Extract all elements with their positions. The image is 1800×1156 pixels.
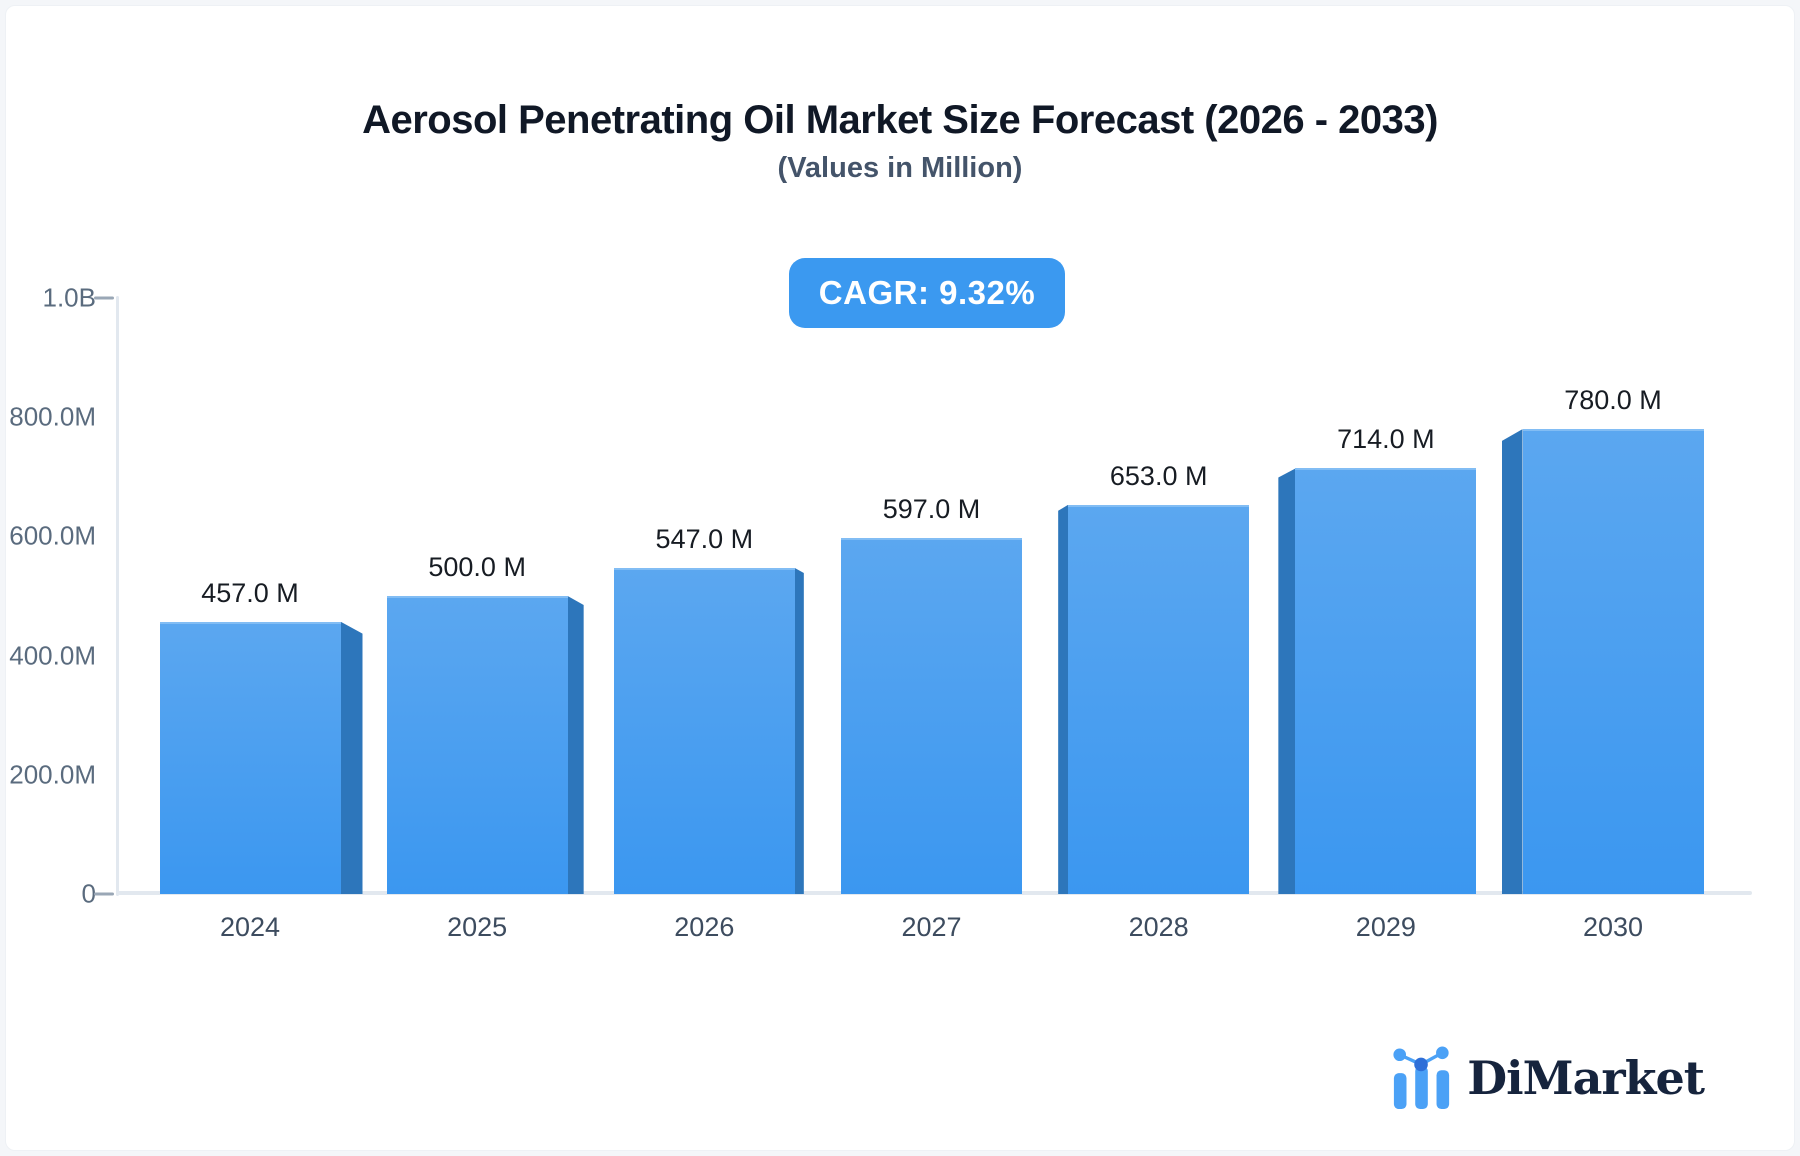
- bar-side-face: [1058, 504, 1069, 894]
- y-axis-tick-label: 400.0M: [9, 640, 96, 671]
- bar-value-label: 457.0 M: [201, 577, 299, 608]
- cagr-badge-label: CAGR: 9.32%: [818, 274, 1036, 311]
- bar-side-face: [1278, 468, 1296, 894]
- bar-value-label: 780.0 M: [1564, 385, 1662, 416]
- bar-value-label: 500.0 M: [428, 552, 526, 582]
- bar[interactable]: [159, 621, 341, 894]
- bar[interactable]: [1522, 429, 1704, 894]
- chart-subtitle: (Values in Million): [777, 152, 1023, 184]
- bar-value-label: 714.0 M: [1337, 424, 1435, 455]
- bar-value-label: 597.0 M: [882, 494, 981, 525]
- x-axis-category-label: 2026: [674, 912, 735, 942]
- y-axis-tick-label: 800.0M: [9, 401, 96, 432]
- x-axis-category-label: 2028: [1128, 912, 1189, 942]
- plot-area: 0 200.0M 400.0M 600.0M 800.0M 1.0B 457.0 M 2024…: [6, 6, 1794, 1150]
- cagr-badge: CAGR: 9.32%: [789, 258, 1065, 328]
- bar-side-face: [1501, 429, 1523, 894]
- y-axis-line: [116, 296, 119, 896]
- x-axis-category-label: 2029: [1355, 912, 1416, 942]
- chart-card: Aerosol Penetrating Oil Market Size Fore…: [5, 5, 1795, 1151]
- x-axis-category-label: 2024: [219, 912, 281, 942]
- x-axis-category-label: 2025: [447, 912, 508, 942]
- y-axis-tick-label: 1.0B: [42, 282, 97, 313]
- chart-title: Aerosol Penetrating Oil Market Size Fore…: [362, 98, 1438, 142]
- bar-value-label: 653.0 M: [1109, 460, 1208, 491]
- brand-name: DiMarket: [1467, 1051, 1705, 1105]
- bar[interactable]: [841, 538, 1022, 894]
- bar[interactable]: [386, 596, 568, 894]
- y-axis-tick-mark: [94, 892, 114, 896]
- y-axis-tick-label: 600.0M: [9, 520, 96, 551]
- x-axis-category-label: 2030: [1582, 912, 1644, 942]
- bar[interactable]: [1295, 468, 1477, 894]
- bar[interactable]: [1068, 504, 1250, 894]
- bar[interactable]: [613, 567, 795, 894]
- bar-side-face: [567, 596, 584, 894]
- y-axis-tick-label: 200.0M: [9, 759, 96, 790]
- brand-logo: DiMarket: [1391, 1044, 1705, 1112]
- bar-value-label: 547.0 M: [655, 523, 754, 554]
- bar-side-face: [340, 621, 363, 894]
- y-axis-tick-label: 0: [81, 878, 96, 909]
- y-axis-tick-mark: [94, 296, 114, 300]
- mini-bar-chart-icon: [1391, 1044, 1453, 1112]
- x-axis-category-label: 2027: [901, 912, 962, 942]
- bar-side-face: [794, 567, 804, 894]
